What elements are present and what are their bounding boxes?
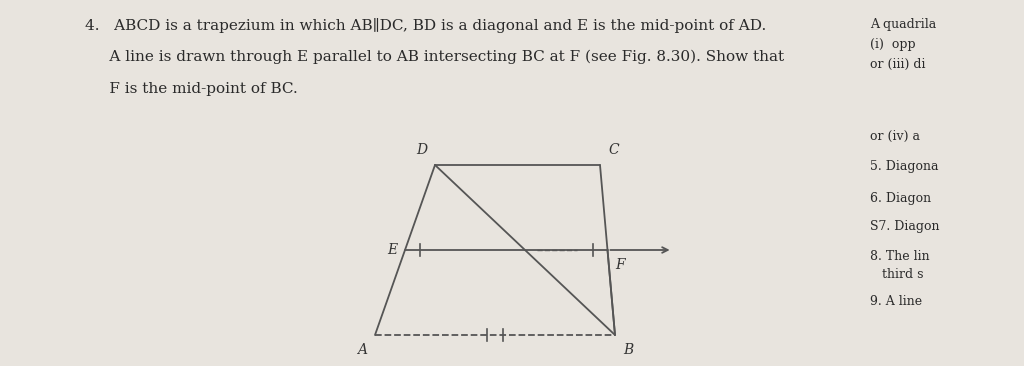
- Text: A quadrila: A quadrila: [870, 18, 936, 31]
- Text: or (iii) di: or (iii) di: [870, 58, 926, 71]
- Text: S7. Diagon: S7. Diagon: [870, 220, 939, 233]
- Text: third s: third s: [870, 268, 924, 281]
- Text: E: E: [387, 243, 397, 257]
- Text: or (iv) a: or (iv) a: [870, 130, 920, 143]
- Text: F: F: [615, 258, 625, 272]
- Text: D: D: [416, 143, 427, 157]
- Text: B: B: [623, 343, 633, 357]
- Text: C: C: [608, 143, 618, 157]
- Text: A line is drawn through E parallel to AB intersecting BC at F (see Fig. 8.30). S: A line is drawn through E parallel to AB…: [85, 50, 784, 64]
- Text: 8. The lin: 8. The lin: [870, 250, 930, 263]
- Text: 6. Diagon: 6. Diagon: [870, 192, 931, 205]
- Text: (i)  opp: (i) opp: [870, 38, 915, 51]
- Text: 4.   ABCD is a trapezium in which AB∥DC, BD is a diagonal and E is the mid-point: 4. ABCD is a trapezium in which AB∥DC, B…: [85, 18, 766, 33]
- Text: 5. Diagona: 5. Diagona: [870, 160, 939, 173]
- Text: A: A: [357, 343, 367, 357]
- Text: F is the mid-point of BC.: F is the mid-point of BC.: [85, 82, 298, 96]
- Text: 9. A line: 9. A line: [870, 295, 923, 308]
